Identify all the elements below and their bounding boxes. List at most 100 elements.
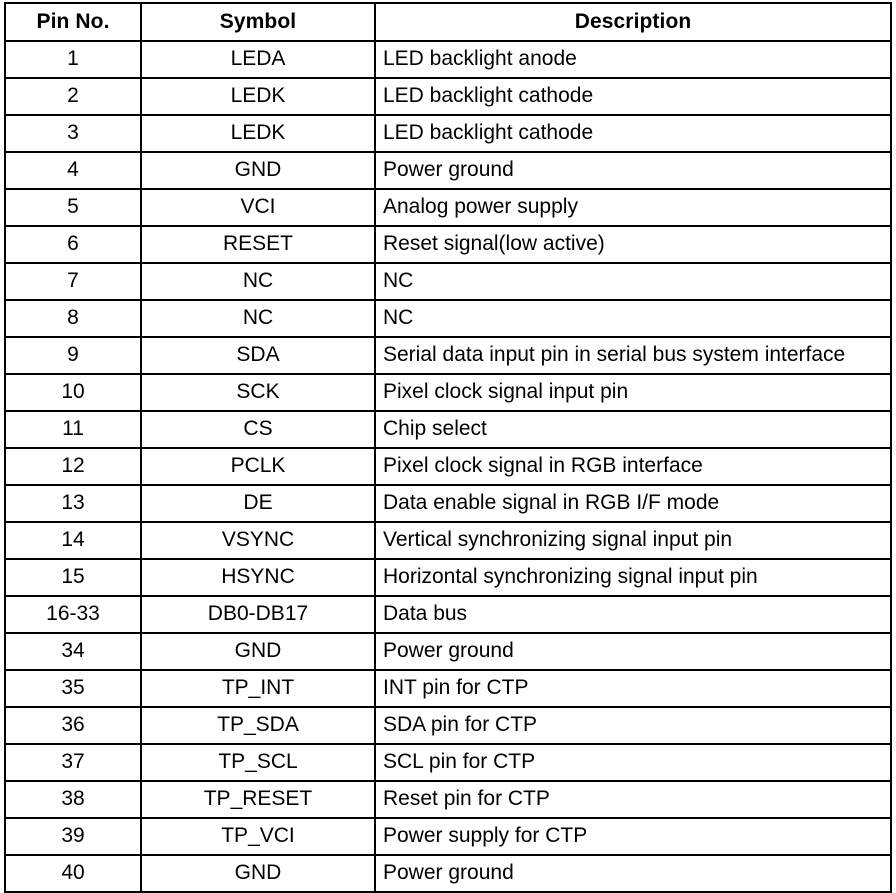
cell-symbol: VSYNC [140, 521, 376, 560]
cell-description: Power supply for CTP [374, 817, 892, 856]
cell-symbol: CS [140, 410, 376, 449]
cell-symbol: TP_RESET [140, 780, 376, 819]
table-row: 37 TP_SCL SCL pin for CTP [4, 743, 892, 782]
cell-description: Serial data input pin in serial bus syst… [374, 336, 892, 375]
cell-description: LED backlight cathode [374, 77, 892, 116]
cell-symbol: SDA [140, 336, 376, 375]
cell-symbol: GND [140, 632, 376, 671]
cell-symbol: NC [140, 299, 376, 338]
cell-description: Horizontal synchronizing signal input pi… [374, 558, 892, 597]
cell-pin-no: 6 [4, 225, 142, 264]
cell-description: INT pin for CTP [374, 669, 892, 708]
cell-pin-no: 16-33 [4, 595, 142, 634]
cell-description: Reset signal(low active) [374, 225, 892, 264]
cell-description: Power ground [374, 632, 892, 671]
table-row: 3 LEDK LED backlight cathode [4, 114, 892, 153]
pin-description-table: Pin No. Symbol Description 1 LEDA LED back… [4, 2, 892, 893]
table-row: 14 VSYNC Vertical synchronizing signal inp… [4, 521, 892, 560]
cell-symbol: RESET [140, 225, 376, 264]
cell-symbol: GND [140, 854, 376, 893]
table-row: 4 GND Power ground [4, 151, 892, 190]
cell-symbol: LEDA [140, 40, 376, 79]
cell-pin-no: 15 [4, 558, 142, 597]
cell-description: Reset pin for CTP [374, 780, 892, 819]
column-header-pin-no: Pin No. [4, 2, 142, 42]
cell-pin-no: 8 [4, 299, 142, 338]
table-row: 16-33 DB0-DB17 Data bus [4, 595, 892, 634]
table-row: 5 VCI Analog power supply [4, 188, 892, 227]
cell-pin-no: 12 [4, 447, 142, 486]
cell-symbol: SCK [140, 373, 376, 412]
cell-pin-no: 38 [4, 780, 142, 819]
table-row: 40 GND Power ground [4, 854, 892, 893]
cell-pin-no: 9 [4, 336, 142, 375]
cell-pin-no: 39 [4, 817, 142, 856]
cell-pin-no: 4 [4, 151, 142, 190]
cell-description: NC [374, 299, 892, 338]
cell-symbol: LEDK [140, 77, 376, 116]
cell-symbol: HSYNC [140, 558, 376, 597]
table-row: 6 RESET Reset signal(low active) [4, 225, 892, 264]
table-row: 36 TP_SDA SDA pin for CTP [4, 706, 892, 745]
cell-pin-no: 1 [4, 40, 142, 79]
cell-pin-no: 10 [4, 373, 142, 412]
cell-pin-no: 37 [4, 743, 142, 782]
cell-description: LED backlight cathode [374, 114, 892, 153]
cell-pin-no: 7 [4, 262, 142, 301]
cell-symbol: LEDK [140, 114, 376, 153]
table-row: 2 LEDK LED backlight cathode [4, 77, 892, 116]
table-row: 13 DE Data enable signal in RGB I/F mode [4, 484, 892, 523]
cell-description: Chip select [374, 410, 892, 449]
cell-symbol: VCI [140, 188, 376, 227]
table-row: 7 NC NC [4, 262, 892, 301]
table-header: Pin No. Symbol Description [4, 2, 892, 42]
column-header-description: Description [374, 2, 892, 42]
table-row: 1 LEDA LED backlight anode [4, 40, 892, 79]
table-row: 8 NC NC [4, 299, 892, 338]
pin-description-table-container: Pin No. Symbol Description 1 LEDA LED back… [4, 2, 892, 893]
cell-pin-no: 35 [4, 669, 142, 708]
cell-symbol: TP_SCL [140, 743, 376, 782]
cell-pin-no: 5 [4, 188, 142, 227]
cell-symbol: TP_VCI [140, 817, 376, 856]
cell-pin-no: 34 [4, 632, 142, 671]
table-row: 9 SDA Serial data input pin in serial bus … [4, 336, 892, 375]
cell-description: Vertical synchronizing signal input pin [374, 521, 892, 560]
table-row: 38 TP_RESET Reset pin for CTP [4, 780, 892, 819]
cell-description: Power ground [374, 151, 892, 190]
cell-pin-no: 13 [4, 484, 142, 523]
cell-pin-no: 11 [4, 410, 142, 449]
cell-pin-no: 40 [4, 854, 142, 893]
cell-description: Data bus [374, 595, 892, 634]
cell-pin-no: 3 [4, 114, 142, 153]
cell-pin-no: 2 [4, 77, 142, 116]
table-row: 11 CS Chip select [4, 410, 892, 449]
table-row: 10 SCK Pixel clock signal input pin [4, 373, 892, 412]
table-row: 12 PCLK Pixel clock signal in RGB interfac… [4, 447, 892, 486]
cell-pin-no: 14 [4, 521, 142, 560]
cell-symbol: PCLK [140, 447, 376, 486]
table-body: 1 LEDA LED backlight anode 2 LEDK LED backlig… [4, 40, 892, 893]
cell-symbol: TP_INT [140, 669, 376, 708]
table-row: 39 TP_VCI Power supply for CTP [4, 817, 892, 856]
table-row: 35 TP_INT INT pin for CTP [4, 669, 892, 708]
table-header-row: Pin No. Symbol Description [4, 2, 892, 42]
cell-description: Analog power supply [374, 188, 892, 227]
cell-symbol: DB0-DB17 [140, 595, 376, 634]
table-row: 34 GND Power ground [4, 632, 892, 671]
table-row: 15 HSYNC Horizontal synchronizing signal i… [4, 558, 892, 597]
cell-description: SDA pin for CTP [374, 706, 892, 745]
cell-description: SCL pin for CTP [374, 743, 892, 782]
cell-description: Pixel clock signal in RGB interface [374, 447, 892, 486]
cell-symbol: DE [140, 484, 376, 523]
cell-description: Data enable signal in RGB I/F mode [374, 484, 892, 523]
column-header-symbol: Symbol [140, 2, 376, 42]
cell-symbol: NC [140, 262, 376, 301]
cell-symbol: GND [140, 151, 376, 190]
cell-symbol: TP_SDA [140, 706, 376, 745]
cell-description: NC [374, 262, 892, 301]
cell-description: Pixel clock signal input pin [374, 373, 892, 412]
cell-pin-no: 36 [4, 706, 142, 745]
cell-description: Power ground [374, 854, 892, 893]
cell-description: LED backlight anode [374, 40, 892, 79]
